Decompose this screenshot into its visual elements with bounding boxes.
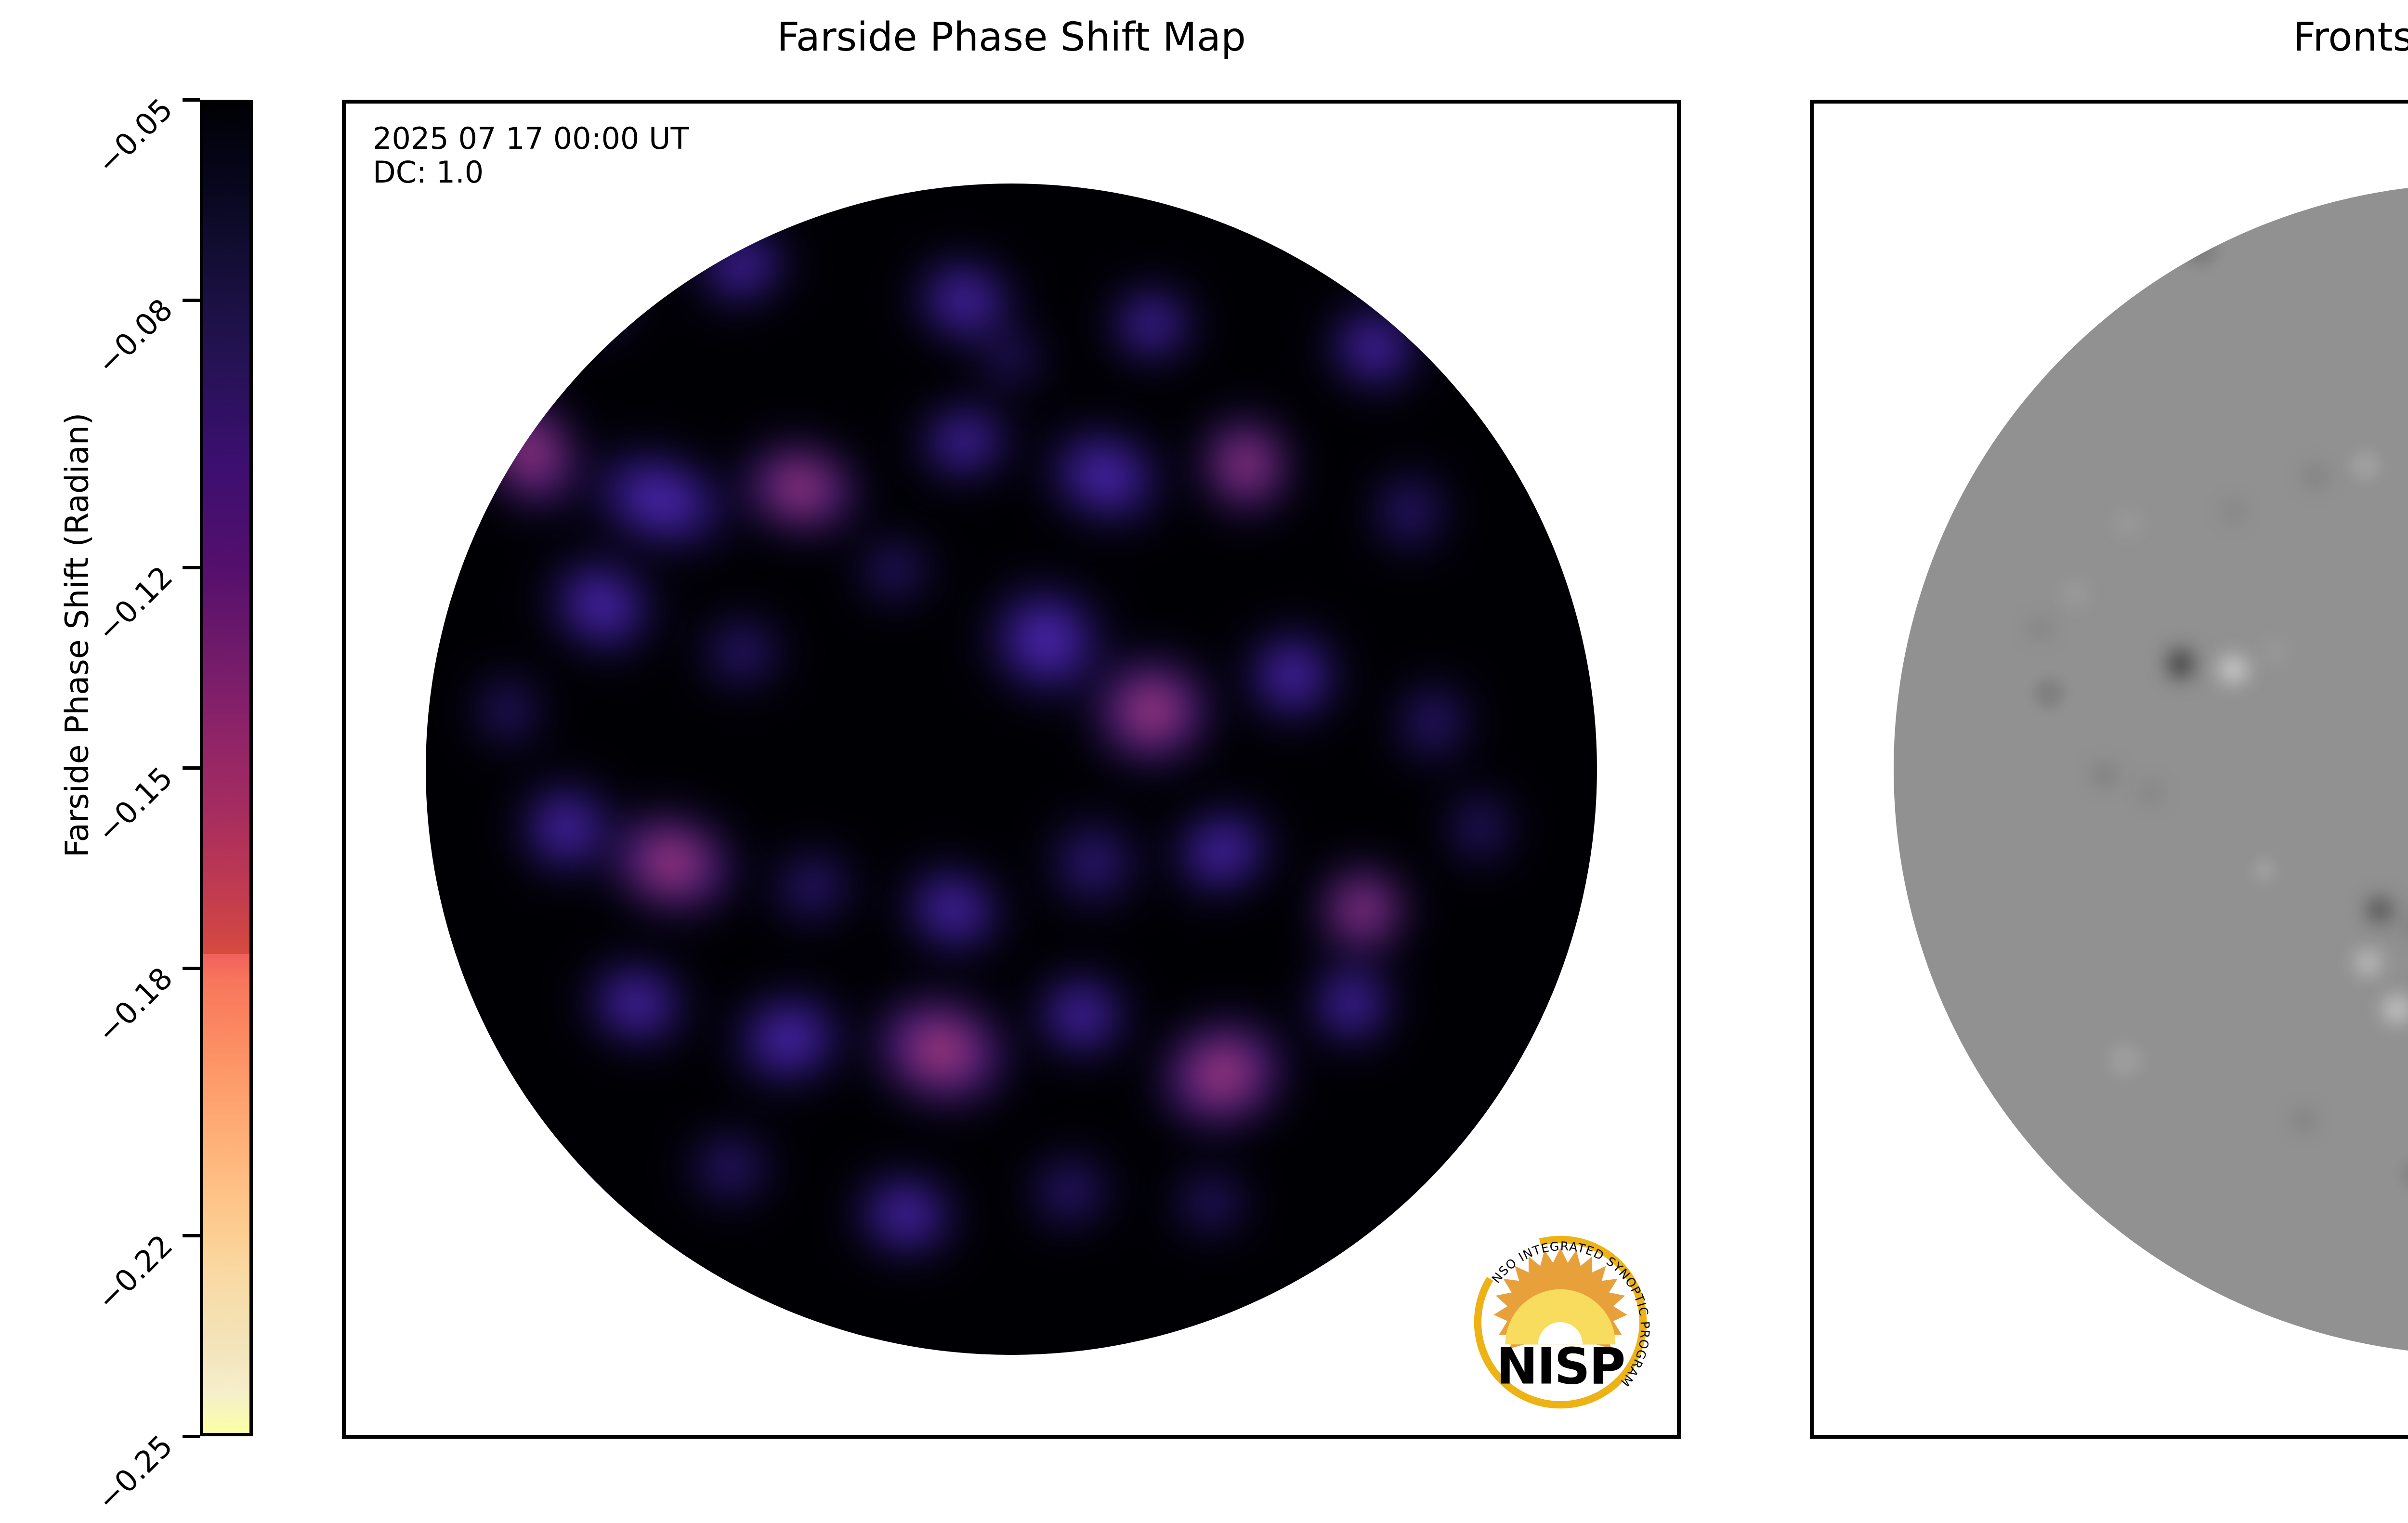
farside-active-region <box>1377 662 1489 783</box>
colorbar-tick-label: −0.22 <box>90 1227 180 1317</box>
farside-active-region <box>677 1120 783 1215</box>
frontside-solar-disk <box>1894 184 2408 1355</box>
duty-cycle-label: DC: 1.0 <box>373 155 484 190</box>
farside-active-region <box>1099 277 1205 371</box>
colorbar-tick <box>183 1234 200 1238</box>
page-title-frontside: Frontside Mag Map <box>2293 14 2408 60</box>
farside-active-region <box>1142 778 1302 924</box>
farside-active-region <box>873 837 1033 983</box>
farside-active-region <box>1007 1132 1133 1249</box>
farside-active-region <box>1179 394 1312 535</box>
nisp-logo-farside: NISP NSO INTEGRATED SYNOPTIC PROGRAM <box>1454 1216 1666 1428</box>
farside-active-region <box>1034 804 1152 922</box>
colorbar[interactable]: −0.05 −0.08 −0.12 −0.15 −0.18 −0.22 −0.25 <box>90 92 253 1518</box>
farside-active-region <box>467 664 549 758</box>
colorbar-tick-label: −0.08 <box>90 292 180 382</box>
farside-active-region <box>1286 939 1416 1068</box>
farside-active-region <box>498 219 657 359</box>
frontside-mag-map-panel[interactable]: NISP NSO INTEGRATED SYNOPTIC PROGRAM <box>1810 100 2408 1439</box>
colorbar-tick-label: −0.15 <box>90 760 180 850</box>
farside-active-region <box>752 831 873 942</box>
farside-phase-shift-panel[interactable]: 2025 07 17 00:00 UT DC: 1.0 NISP NSO INT… <box>342 100 1681 1439</box>
svg-text:NISP: NISP <box>1496 1338 1624 1396</box>
colorbar-tick <box>183 565 200 569</box>
farside-active-region <box>1439 781 1521 875</box>
farside-active-region <box>900 386 1029 496</box>
colorbar-gradient-fill <box>203 103 249 1433</box>
colorbar-tick-label: −0.25 <box>90 1428 180 1518</box>
farside-active-region <box>1218 602 1366 749</box>
farside-active-region <box>847 529 942 611</box>
farside-active-region <box>561 936 712 1070</box>
farside-active-region <box>1164 1161 1257 1244</box>
observation-datetime-label: 2025 07 17 00:00 UT <box>373 121 689 156</box>
colorbar-tick <box>183 98 200 102</box>
farside-active-region <box>970 324 1053 394</box>
farside-active-region <box>671 201 813 330</box>
colorbar-tick <box>183 298 200 302</box>
farside-active-region <box>1299 275 1450 420</box>
farside-active-region <box>707 967 870 1111</box>
farside-active-region <box>1016 955 1147 1076</box>
farside-active-region <box>1362 459 1457 565</box>
colorbar-tick-label: −0.05 <box>90 91 180 181</box>
page-title-farside: Farside Phase Shift Map <box>776 14 1246 60</box>
colorbar-tick <box>183 967 200 971</box>
colorbar-tick-label: −0.18 <box>90 960 180 1050</box>
colorbar-tick <box>183 1434 200 1438</box>
colorbar-tick <box>183 766 200 770</box>
farside-active-region <box>843 963 1039 1137</box>
farside-active-region <box>1128 987 1316 1161</box>
colorbar-tick-label: −0.12 <box>90 559 180 649</box>
farside-active-region <box>1013 395 1197 558</box>
colorbar-gradient <box>200 100 253 1436</box>
farside-active-region <box>833 1151 979 1278</box>
farside-solar-disk <box>426 184 1597 1355</box>
colorbar-axis-label: Farside Phase Shift (Radian) <box>58 412 96 858</box>
farside-active-region <box>689 605 795 699</box>
